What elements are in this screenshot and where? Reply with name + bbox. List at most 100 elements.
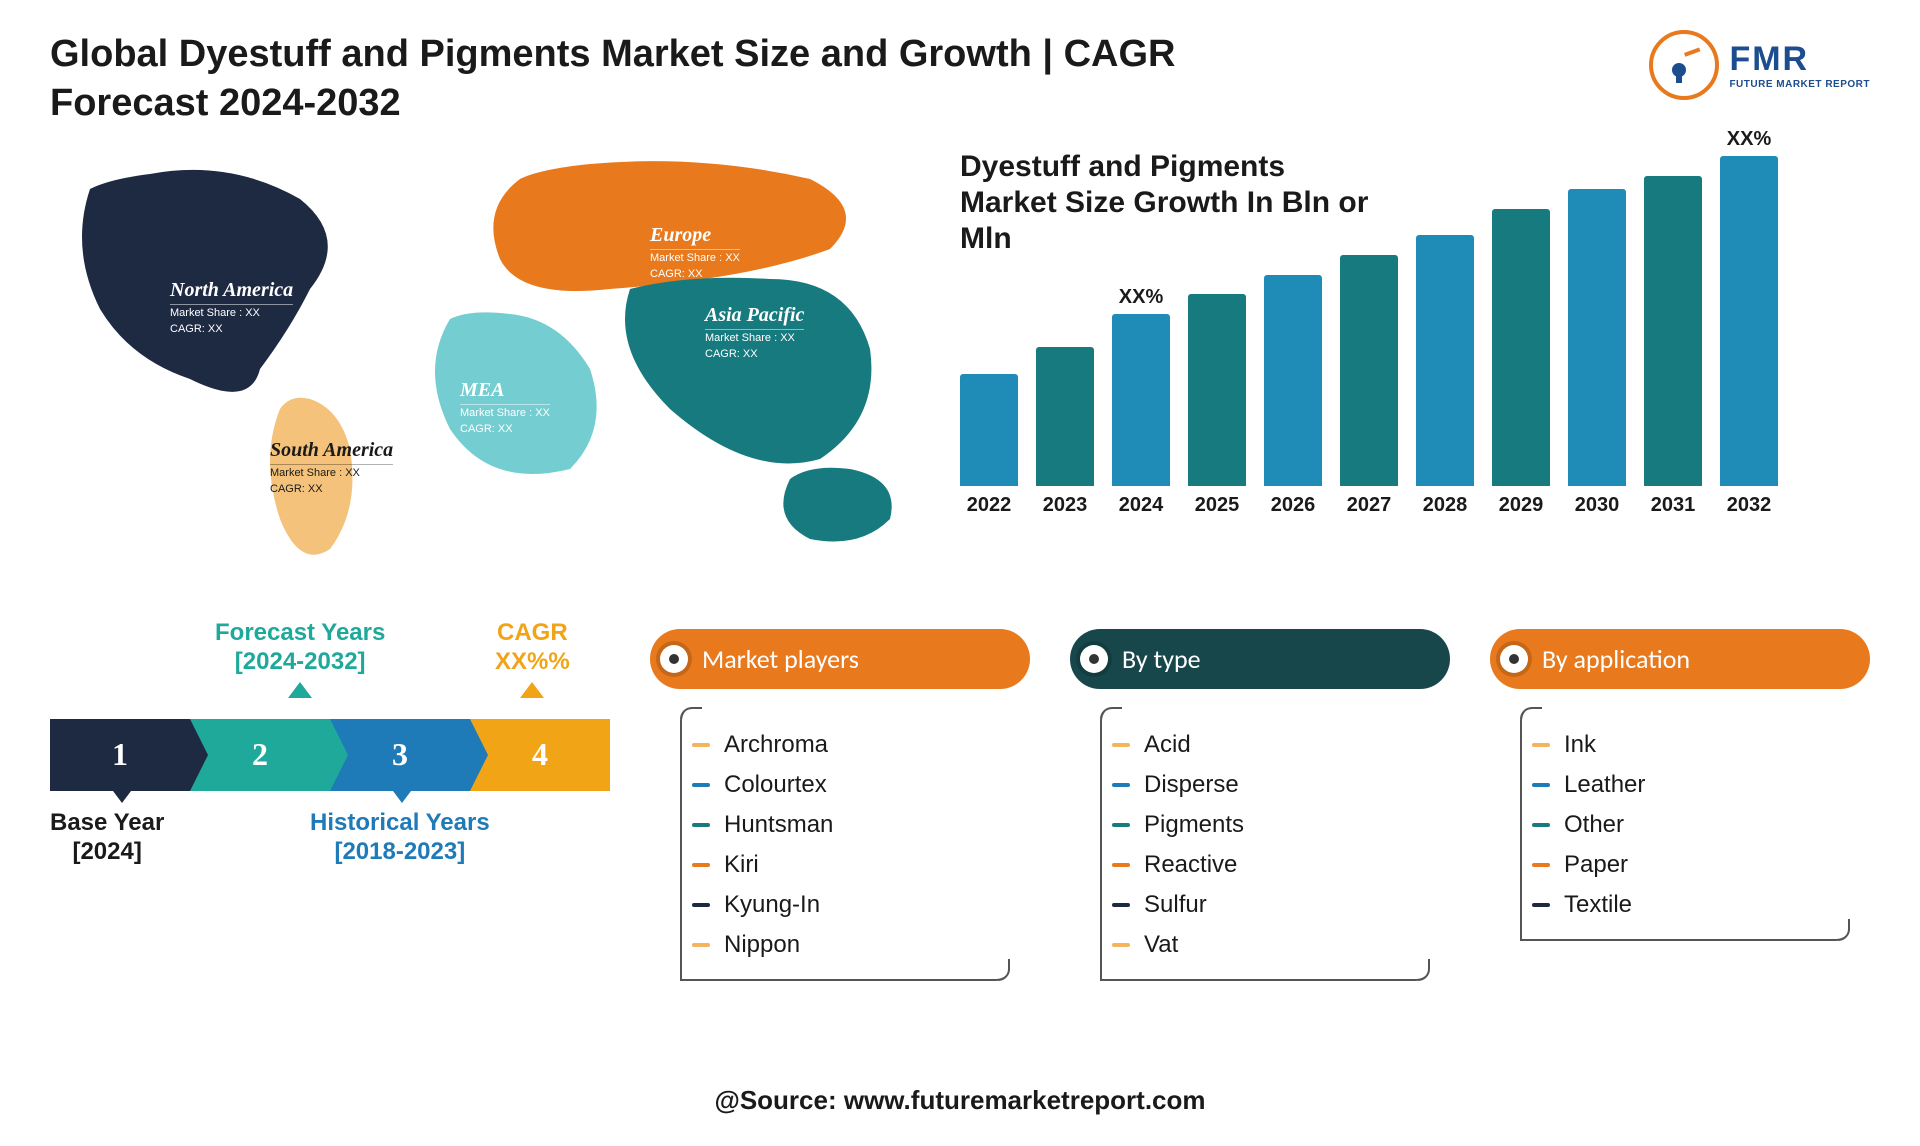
- tick-icon: [1532, 903, 1550, 907]
- category-frame: Archroma Colourtex Huntsman Kiri Kyung-In Nip…: [680, 707, 1010, 981]
- list-item: Colourtex: [692, 765, 1010, 805]
- list-item: Reactive: [1112, 845, 1430, 885]
- bar-year-label: 2026: [1271, 494, 1316, 517]
- list-item-label: Kiri: [724, 851, 759, 879]
- bar: [1492, 209, 1550, 486]
- tick-icon: [1532, 863, 1550, 867]
- bar-year-label: 2027: [1347, 494, 1392, 517]
- bar-year-label: 2030: [1575, 494, 1620, 517]
- list-item: Leather: [1532, 765, 1850, 805]
- bar-item: XX%2032: [1720, 156, 1778, 517]
- bar: [1644, 176, 1702, 486]
- bar-year-label: 2032: [1727, 494, 1772, 517]
- bar: [1568, 189, 1626, 486]
- tick-icon: [1532, 783, 1550, 787]
- timeline-block: Forecast Years [2024-2032] CAGR XX%% 1 2…: [50, 629, 610, 981]
- bar-year-label: 2031: [1651, 494, 1696, 517]
- bar-item: 2028: [1416, 235, 1474, 517]
- logo-icon: [1649, 30, 1719, 100]
- bullet-icon: [1080, 645, 1108, 673]
- list-item-label: Kyung-In: [724, 891, 820, 919]
- list-item: Acid: [1112, 725, 1430, 765]
- timeline-seg-2: 2: [190, 719, 330, 791]
- category-list: Ink Leather Other Paper Textile: [1532, 725, 1850, 925]
- bar: [1416, 235, 1474, 486]
- list-item: Other: [1532, 805, 1850, 845]
- list-item-label: Archroma: [724, 731, 828, 759]
- logo-text-main: FMR: [1729, 40, 1870, 79]
- bar-item: XX% 2024: [1112, 314, 1170, 517]
- list-item-label: Sulfur: [1144, 891, 1207, 919]
- list-item-label: Other: [1564, 811, 1624, 839]
- bar-item: 2031: [1644, 176, 1702, 517]
- label-forecast: Forecast Years [2024-2032]: [215, 619, 385, 677]
- list-item-label: Acid: [1144, 731, 1191, 759]
- list-item-label: Pigments: [1144, 811, 1244, 839]
- list-item: Textile: [1532, 885, 1850, 925]
- list-item: Kyung-In: [692, 885, 1010, 925]
- bar: XX%: [1112, 314, 1170, 486]
- category-header: By type: [1070, 629, 1450, 689]
- tick-icon: [1532, 823, 1550, 827]
- bar-year-label: 2023: [1043, 494, 1088, 517]
- list-item-label: Textile: [1564, 891, 1632, 919]
- list-item: Disperse: [1112, 765, 1430, 805]
- bar: [960, 374, 1018, 486]
- label-hist: Historical Years [2018-2023]: [310, 809, 490, 867]
- region-mea: MEA Market Share : XX CAGR: XX: [460, 379, 550, 435]
- list-item: Paper: [1532, 845, 1850, 885]
- bar-item: 2026: [1264, 275, 1322, 517]
- category-frame: Ink Leather Other Paper Textile: [1520, 707, 1850, 941]
- list-item: Sulfur: [1112, 885, 1430, 925]
- tick-icon: [692, 823, 710, 827]
- list-item: Pigments: [1112, 805, 1430, 845]
- label-base: Base Year [2024]: [50, 809, 164, 867]
- source-attribution: @Source: www.futuremarketreport.com: [714, 1085, 1205, 1116]
- bar-year-label: 2022: [967, 494, 1012, 517]
- bar-annotation: XX%: [1727, 128, 1771, 151]
- bar-annotation: XX%: [1119, 286, 1163, 309]
- category-block: By type Acid Disperse Pigments Reactive Sulfu…: [1070, 629, 1450, 981]
- bar-item: 2022: [960, 374, 1018, 517]
- region-eu: Europe Market Share : XX CAGR: XX: [650, 224, 740, 280]
- tick-icon: [692, 863, 710, 867]
- categories-row: Market players Archroma Colourtex Huntsman K…: [650, 629, 1870, 981]
- tick-icon: [692, 783, 710, 787]
- bar-year-label: 2028: [1423, 494, 1468, 517]
- list-item-label: Ink: [1564, 731, 1596, 759]
- bullet-icon: [1500, 645, 1528, 673]
- tick-icon: [1112, 943, 1130, 947]
- world-map: North America Market Share : XX CAGR: XX…: [50, 149, 930, 569]
- category-header-label: Market players: [702, 643, 859, 675]
- category-block: By application Ink Leather Other Paper Textil…: [1490, 629, 1870, 981]
- page-title: Global Dyestuff and Pigments Market Size…: [50, 30, 1250, 129]
- category-header-label: By application: [1542, 643, 1690, 675]
- list-item: Nippon: [692, 925, 1010, 965]
- list-item-label: Colourtex: [724, 771, 827, 799]
- list-item-label: Reactive: [1144, 851, 1237, 879]
- list-item-label: Leather: [1564, 771, 1645, 799]
- bar-year-label: 2025: [1195, 494, 1240, 517]
- tick-icon: [692, 743, 710, 747]
- list-item-label: Vat: [1144, 931, 1178, 959]
- tick-icon: [692, 903, 710, 907]
- list-item-label: Huntsman: [724, 811, 833, 839]
- list-item: Huntsman: [692, 805, 1010, 845]
- bar-year-label: 2024: [1119, 494, 1164, 517]
- bar-item: 2029: [1492, 209, 1550, 517]
- tick-icon: [1112, 863, 1130, 867]
- category-header: By application: [1490, 629, 1870, 689]
- category-list: Archroma Colourtex Huntsman Kiri Kyung-In Nip…: [692, 725, 1010, 965]
- category-header-label: By type: [1122, 643, 1201, 675]
- bar: [1264, 275, 1322, 486]
- tick-icon: [1112, 783, 1130, 787]
- fmr-logo: FMR FUTURE MARKET REPORT: [1649, 30, 1870, 100]
- list-item: Archroma: [692, 725, 1010, 765]
- category-list: Acid Disperse Pigments Reactive Sulfur Vat: [1112, 725, 1430, 965]
- category-block: Market players Archroma Colourtex Huntsman K…: [650, 629, 1030, 981]
- bar: [1340, 255, 1398, 486]
- list-item-label: Nippon: [724, 931, 800, 959]
- region-ap: Asia Pacific Market Share : XX CAGR: XX: [705, 304, 804, 360]
- category-header: Market players: [650, 629, 1030, 689]
- tick-icon: [1112, 903, 1130, 907]
